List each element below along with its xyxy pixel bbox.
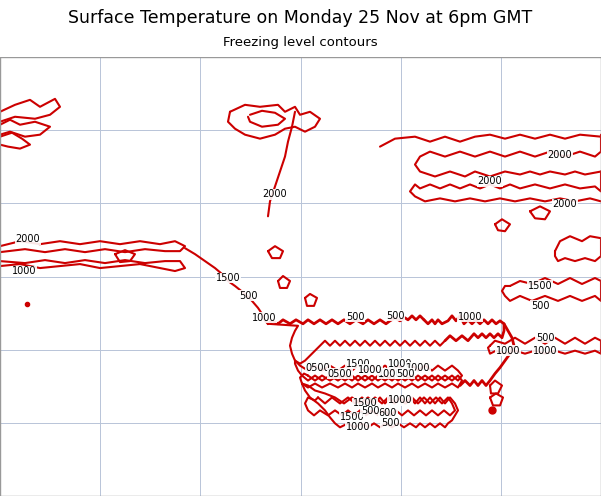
Text: 2000: 2000	[478, 177, 502, 186]
Text: 1000: 1000	[358, 365, 382, 374]
Text: 2000: 2000	[16, 234, 40, 244]
Text: 1500: 1500	[346, 359, 370, 369]
Text: Surface Temperature on Monday 25 Nov at 6pm GMT: Surface Temperature on Monday 25 Nov at …	[69, 9, 532, 27]
Text: 1000: 1000	[388, 395, 412, 405]
Text: 2000: 2000	[263, 189, 287, 199]
Text: 1000: 1000	[496, 346, 520, 356]
Text: 600: 600	[379, 408, 397, 419]
Text: 1500: 1500	[340, 412, 364, 423]
Text: 2000: 2000	[548, 150, 572, 160]
Text: 1500: 1500	[216, 273, 240, 283]
Text: 2000: 2000	[553, 199, 578, 209]
Text: 1000: 1000	[406, 363, 430, 372]
Text: 500: 500	[535, 333, 554, 343]
Text: 500: 500	[395, 369, 414, 378]
Text: 1000: 1000	[378, 369, 402, 378]
Text: 500: 500	[381, 418, 399, 429]
Text: 1000: 1000	[388, 359, 412, 369]
Text: 1000: 1000	[458, 312, 482, 322]
Text: 500: 500	[361, 406, 379, 417]
Text: 500: 500	[346, 312, 364, 322]
Text: Freezing level contours: Freezing level contours	[223, 36, 378, 49]
Text: 0500: 0500	[328, 369, 352, 378]
Text: 1000: 1000	[532, 346, 557, 356]
Text: 500: 500	[386, 311, 404, 321]
Text: 500: 500	[531, 301, 549, 311]
Text: 1500: 1500	[353, 398, 377, 408]
Text: 500: 500	[239, 291, 257, 301]
Text: 1500: 1500	[528, 281, 552, 291]
Text: 1000: 1000	[252, 313, 276, 323]
Text: 0500: 0500	[306, 363, 331, 372]
Text: 1000: 1000	[346, 422, 370, 433]
Text: 1000: 1000	[12, 266, 36, 276]
